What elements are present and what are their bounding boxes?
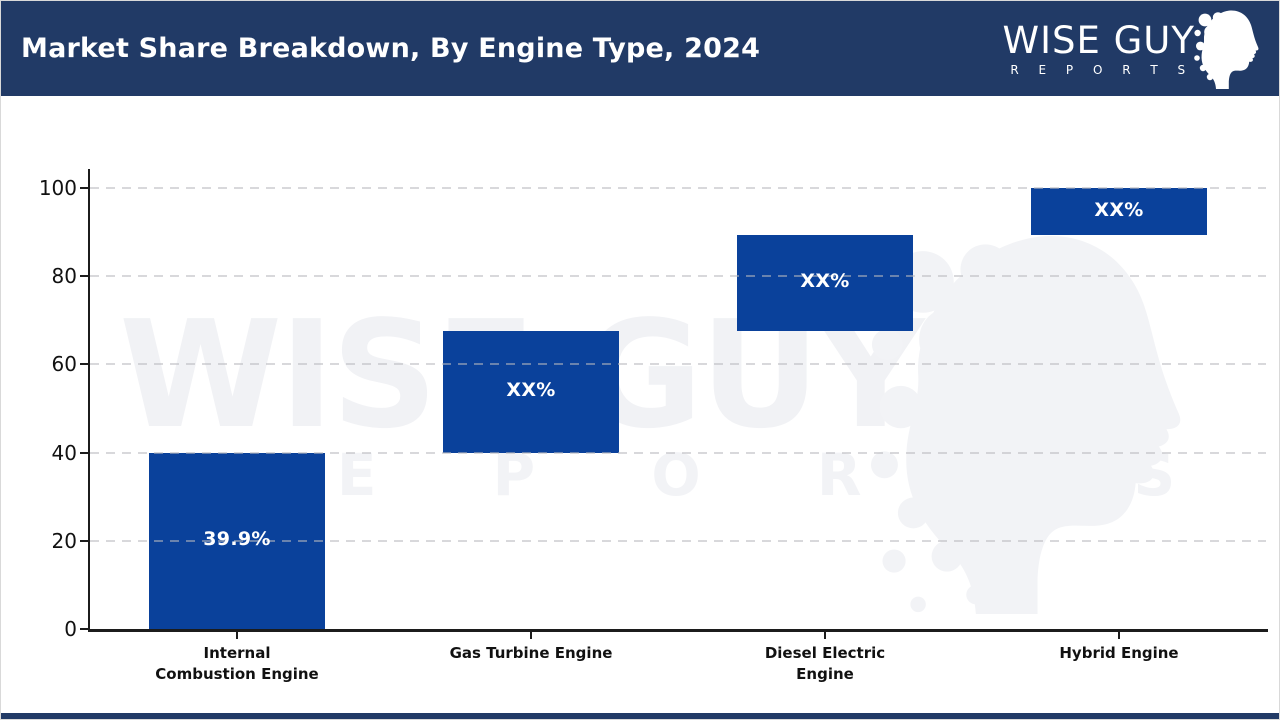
- plot-area: 0 20 40 60 80 100 39.9% Internal Combustion Eng…: [1, 96, 1279, 715]
- bar-value-label: 39.9%: [203, 528, 271, 551]
- waterfall-bar: [737, 235, 913, 332]
- y-tick-label: 100: [38, 176, 77, 200]
- y-tick-label: 80: [51, 264, 77, 289]
- gridline: [90, 363, 1266, 366]
- y-tick-mark: [80, 187, 89, 189]
- logo-text: WISE GUY R E P O R T S: [1002, 18, 1195, 78]
- y-axis-line: [88, 169, 90, 631]
- x-tick-mark: [824, 632, 826, 639]
- x-category-label: Gas Turbine Engine: [449, 644, 613, 662]
- chart-title: Market Share Breakdown, By Engine Type, …: [21, 33, 761, 64]
- y-tick-mark: [80, 539, 89, 542]
- gridline: [90, 451, 1266, 454]
- y-tick-mark: [80, 363, 89, 366]
- y-tick-label: 20: [51, 528, 77, 553]
- x-category-label: Diesel Electric Engine: [764, 644, 886, 683]
- gridline: [90, 539, 1266, 542]
- y-tick-label: 40: [51, 440, 77, 465]
- waterfall-bar: [443, 331, 619, 454]
- watermark-face-icon: [870, 236, 1181, 614]
- gridline: [90, 187, 1266, 189]
- bar-value-label: XX%: [1094, 198, 1144, 221]
- y-tick-mark: [80, 451, 89, 454]
- x-axis-line: [88, 629, 1268, 632]
- x-tick-mark: [236, 632, 238, 639]
- waterfall-bar: [1031, 188, 1207, 236]
- x-tick-mark: [530, 632, 532, 639]
- footer-bar: [1, 713, 1279, 719]
- x-tick-mark: [1118, 632, 1120, 639]
- logo-wordmark: WISE GUY: [1002, 18, 1195, 62]
- x-category-label: Hybrid Engine: [1059, 644, 1179, 662]
- gridline: [90, 275, 1266, 278]
- bar-value-label: XX%: [506, 379, 556, 402]
- bar-value-label: XX%: [800, 270, 850, 293]
- wise-guy-reports-logo: WISE GUY R E P O R T S: [1003, 9, 1267, 89]
- logo-subtitle: R E P O R T S: [1010, 62, 1194, 77]
- y-tick-mark: [80, 275, 89, 278]
- y-tick-mark: [80, 628, 89, 630]
- header-bar: Market Share Breakdown, By Engine Type, …: [1, 1, 1279, 96]
- logo-face-icon: [1194, 10, 1259, 89]
- x-category-label: Internal Combustion Engine: [155, 644, 319, 683]
- y-tick-label: 0: [64, 617, 77, 641]
- y-tick-label: 60: [51, 352, 77, 377]
